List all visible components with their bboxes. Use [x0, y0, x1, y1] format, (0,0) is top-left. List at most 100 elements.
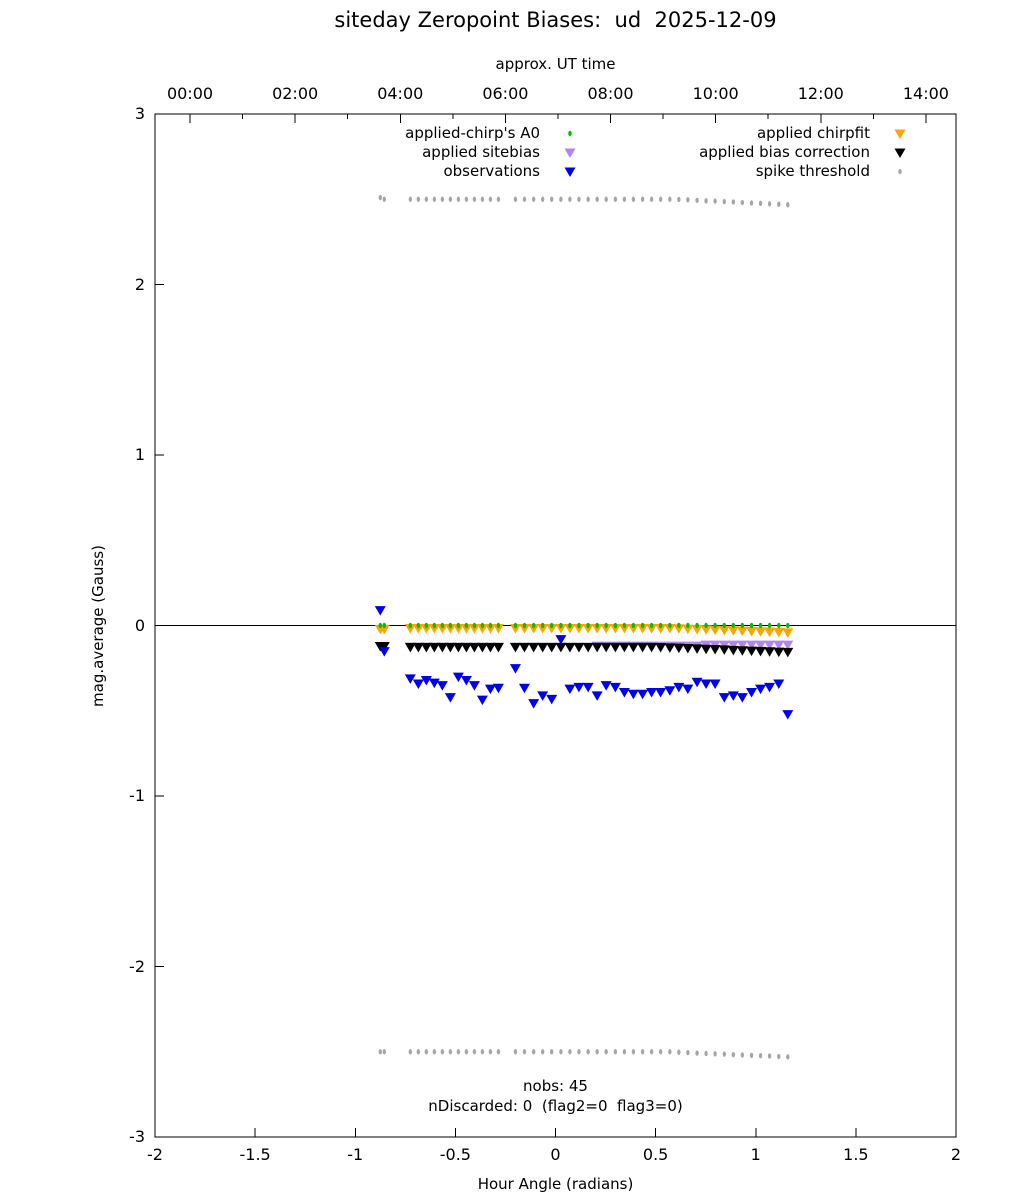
data-point-dot [740, 622, 745, 629]
data-point-small-dot [786, 1054, 790, 1060]
bottom-axis-tick-label: 2 [950, 1145, 962, 1164]
data-point-small-dot [758, 1052, 763, 1059]
data-point-small-dot [408, 1049, 413, 1055]
data-point-triangle [655, 624, 667, 634]
data-point-small-dot [604, 1049, 608, 1055]
data-point-dot [631, 622, 636, 629]
data-point-triangle [655, 687, 667, 698]
data-point-triangle [452, 624, 464, 634]
data-point-small-dot [649, 196, 654, 202]
data-point-small-dot [378, 194, 382, 201]
data-point-triangle [709, 625, 721, 636]
data-point-small-dot [786, 202, 790, 208]
data-point-triangle [691, 644, 703, 654]
data-point-triangle [564, 684, 576, 695]
legend-triangle-icon [564, 148, 576, 158]
data-point-small-dot [595, 196, 599, 202]
data-point-small-dot [677, 1049, 681, 1055]
data-point-triangle [736, 626, 748, 637]
data-point-triangle [476, 695, 488, 706]
data-point-triangle [404, 642, 416, 653]
data-point-triangle [627, 689, 639, 700]
top-axis-tick-label: 04:00 [377, 84, 424, 103]
data-point-triangle [484, 642, 496, 653]
data-point-small-dot [749, 1052, 754, 1059]
series-applied-chirp-s-a0 [378, 622, 790, 629]
data-point-small-dot [631, 1049, 636, 1055]
top-axis-tick-label: 10:00 [692, 84, 739, 103]
data-point-dot [731, 622, 736, 629]
data-point-small-dot [464, 196, 469, 202]
data-point-triangle [618, 642, 630, 653]
data-point-triangle [646, 642, 658, 653]
data-point-dot [640, 622, 645, 629]
data-point-triangle [727, 640, 739, 651]
data-point-triangle [637, 642, 649, 653]
data-point-small-dot [408, 196, 413, 202]
legend-label: applied sitebias [422, 142, 540, 161]
data-point-triangle [591, 624, 603, 634]
nobs-annotation: nobs: 45 [523, 1077, 588, 1095]
data-point-triangle [727, 626, 739, 636]
data-point-triangle [700, 625, 712, 635]
data-point-triangle [476, 624, 488, 634]
data-point-small-dot [540, 196, 545, 202]
data-point-triangle [755, 646, 767, 657]
left-axis-title: mag.average (Gauss) [89, 545, 107, 707]
data-point-triangle [582, 642, 594, 653]
data-point-triangle [746, 646, 758, 657]
top-axis-tick-label: 12:00 [797, 84, 844, 103]
top-axis-title: approx. UT time [495, 55, 616, 73]
data-point-triangle [673, 682, 685, 693]
data-point-triangle [573, 624, 585, 634]
bottom-axis-tick-label: -1.5 [239, 1145, 271, 1164]
data-point-triangle [564, 642, 576, 653]
data-point-triangle [518, 683, 530, 694]
left-axis-tick-label: 2 [134, 274, 145, 294]
data-point-small-dot [622, 1049, 627, 1055]
data-point-triangle [664, 643, 676, 653]
data-point-triangle [518, 642, 530, 653]
data-point-triangle [755, 640, 767, 651]
data-point-triangle [378, 641, 390, 652]
data-point-small-dot [722, 1051, 727, 1057]
series-spike-threshold-lower- [378, 1049, 790, 1060]
data-point-small-dot [448, 196, 453, 202]
data-point-small-dot [559, 196, 563, 202]
data-point-triangle [773, 679, 785, 689]
legend-triangle-icon [894, 129, 906, 139]
data-point-triangle [764, 627, 776, 638]
data-point-triangle [555, 642, 567, 653]
data-point-small-dot [722, 198, 727, 205]
data-point-triangle [509, 624, 521, 634]
data-point-dot [382, 622, 387, 629]
data-point-small-dot [758, 200, 763, 207]
data-point-triangle [468, 624, 480, 634]
data-point-triangle [528, 642, 540, 653]
data-point-triangle [727, 645, 739, 656]
data-point-small-dot [686, 197, 690, 203]
top-axis-tick-label: 06:00 [482, 84, 529, 103]
data-point-small-dot [456, 196, 461, 202]
data-point-triangle [537, 624, 549, 634]
data-point-small-dot [767, 1053, 772, 1059]
data-point-small-dot [695, 1050, 699, 1056]
data-point-small-dot [704, 198, 708, 204]
data-point-small-dot [531, 196, 536, 202]
data-point-dot [767, 622, 772, 629]
data-point-dot [695, 622, 699, 629]
data-point-dot [704, 622, 708, 629]
data-point-dot [722, 622, 727, 629]
data-point-small-dot [513, 1049, 518, 1055]
data-point-dot [448, 622, 453, 629]
data-point-small-dot [686, 1049, 690, 1056]
legend-dot-icon [898, 168, 902, 174]
data-point-small-dot [577, 1049, 581, 1055]
data-point-small-dot [595, 1049, 599, 1055]
data-point-triangle [646, 624, 658, 634]
chart-title: siteday Zeropoint Biases: ud 2025-12-09 [334, 8, 777, 32]
data-point-triangle [709, 679, 721, 689]
data-point-small-dot [777, 1053, 781, 1060]
data-point-small-dot [480, 1049, 485, 1055]
